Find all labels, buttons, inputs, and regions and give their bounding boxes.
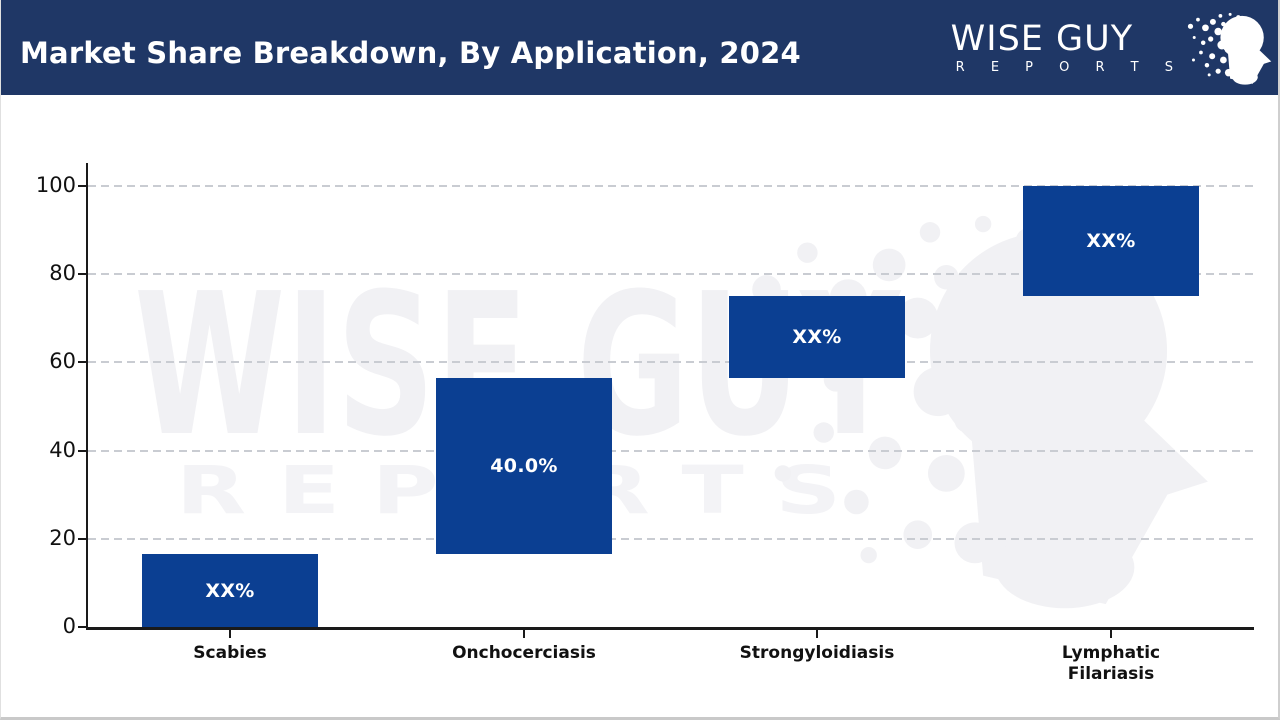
- gridline-100: [88, 185, 1258, 187]
- bar-strongyloidiasis: XX%: [729, 296, 905, 378]
- y-tick-label-100: 100: [35, 173, 76, 197]
- x-category-label-onchocerciasis: Onchocerciasis: [452, 643, 596, 663]
- x-tick-mark-onchocerciasis: [523, 630, 525, 638]
- x-tick-mark-lymphatic-filariasis: [1110, 630, 1112, 638]
- gridline-80: [88, 273, 1258, 276]
- gridline-40: [88, 449, 1258, 452]
- bar-value-label-scabies: XX%: [205, 579, 255, 602]
- logo-wordmark: WISE GUY: [950, 18, 1134, 59]
- y-tick-mark-60: [78, 361, 86, 364]
- y-tick-label-0: 0: [62, 614, 76, 638]
- bar-scabies: XX%: [142, 554, 318, 627]
- logo-face-icon: [1186, 6, 1272, 90]
- gridline-60: [88, 361, 1258, 364]
- wise-guy-logo: WISE GUY R E P O R T S: [951, 6, 1272, 90]
- x-category-label-lymphatic-filariasis: Lymphatic Filariasis: [1061, 643, 1161, 685]
- logo-subtitle: R E P O R T S: [955, 59, 1184, 75]
- bar-onchocerciasis: 40.0%: [436, 377, 612, 555]
- y-tick-label-40: 40: [49, 437, 76, 462]
- y-tick-label-80: 80: [49, 261, 76, 286]
- y-tick-label-20: 20: [49, 525, 76, 550]
- y-tick-mark-0: [78, 626, 86, 628]
- x-category-label-strongyloidiasis: Strongyloidiasis: [739, 643, 895, 663]
- x-tick-mark-scabies: [229, 630, 231, 638]
- y-axis-line: [86, 163, 88, 630]
- x-axis-line: [86, 627, 1254, 630]
- y-tick-mark-80: [78, 273, 86, 276]
- page-title: Market Share Breakdown, By Application, …: [20, 35, 801, 70]
- bar-value-label-lymphatic-filariasis: XX%: [1086, 230, 1136, 253]
- logo-text: WISE GUY R E P O R T S: [950, 18, 1184, 75]
- x-tick-mark-strongyloidiasis: [816, 630, 818, 638]
- y-tick-mark-20: [78, 537, 86, 540]
- y-tick-mark-40: [78, 449, 86, 452]
- y-tick-label-60: 60: [49, 349, 76, 374]
- bar-value-label-strongyloidiasis: XX%: [792, 326, 842, 349]
- header: Market Share Breakdown, By Application, …: [0, 0, 1280, 95]
- bar-value-label-onchocerciasis: 40.0%: [490, 455, 558, 478]
- y-tick-mark-100: [78, 185, 86, 187]
- x-category-label-scabies: Scabies: [193, 643, 267, 663]
- gridline-20: [88, 537, 1258, 540]
- bar-lymphatic-filariasis: XX%: [1023, 186, 1199, 297]
